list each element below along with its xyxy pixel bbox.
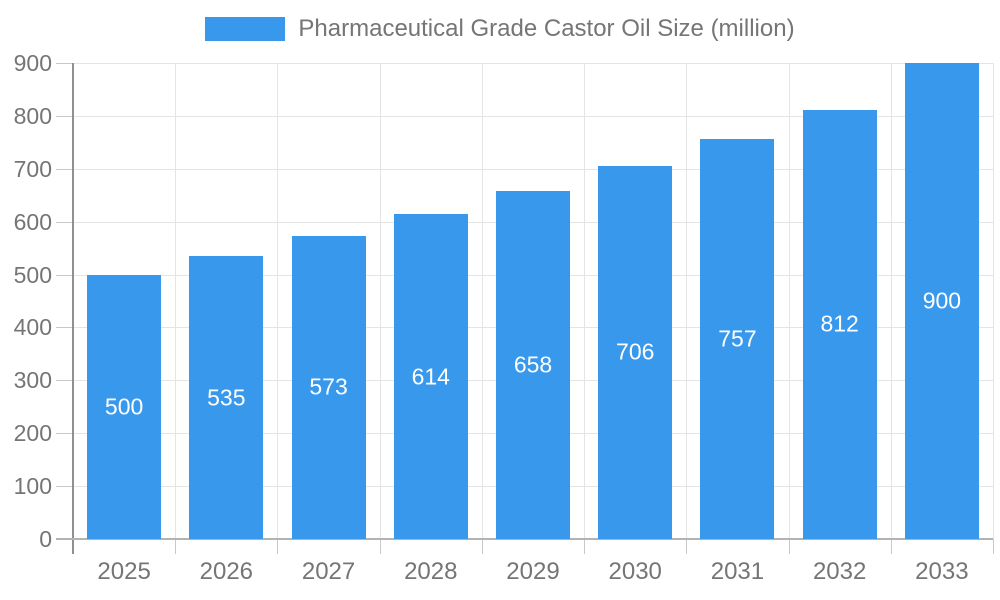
y-axis-tick-label: 800 [13,102,52,129]
x-axis-tick-mark [379,539,381,554]
bar-2033[interactable]: 900 [904,63,979,539]
y-axis-tick-mark [56,115,73,117]
bar-2029[interactable]: 658 [496,190,570,539]
bar-value-label: 706 [616,338,655,365]
bar-value-label: 535 [207,384,246,410]
y-axis-tick-mark [56,274,73,276]
x-axis-tick-label: 2028 [404,558,458,585]
gridline-vertical [175,63,177,539]
x-axis-line [56,538,993,540]
gridline-horizontal [73,63,993,64]
x-axis-tick-mark [481,539,483,554]
y-axis-tick-mark [56,486,73,488]
x-axis-tick-label: 2026 [199,558,254,585]
y-axis-tick-mark [56,380,73,382]
bar-value-label: 614 [411,363,450,390]
x-axis-tick-label: 2027 [301,558,356,585]
y-axis-tick-mark [56,168,73,170]
y-axis-tick-mark [56,327,73,329]
legend-label: Pharmaceutical Grade Castor Oil Size (mi… [298,15,795,42]
x-axis-tick-mark [890,539,892,554]
gridline-vertical [379,63,381,539]
y-axis-tick-label: 100 [13,473,52,500]
y-axis-tick-label: 200 [13,420,52,447]
bar-value-label: 900 [922,287,962,314]
x-axis-tick-mark [584,539,586,554]
gridline-horizontal [73,168,993,170]
gridline-vertical [890,63,892,539]
gridline-vertical [686,63,688,539]
y-axis-tick-mark [56,63,73,64]
bar-2028[interactable]: 614 [393,214,468,539]
y-axis-tick-label: 500 [13,261,52,288]
x-axis-tick-mark [277,539,279,554]
legend[interactable]: Pharmaceutical Grade Castor Oil Size (mi… [0,13,1000,45]
bar-2025[interactable]: 500 [87,274,162,539]
bar-value-label: 812 [820,310,859,337]
y-axis-tick-label: 600 [13,208,52,235]
x-axis-tick-label: 2025 [97,558,151,585]
legend-swatch-icon [205,17,286,41]
y-axis-tick-label: 300 [13,367,52,394]
bar-value-label: 757 [718,325,757,352]
bar-2032[interactable]: 812 [802,109,877,539]
bar-2026[interactable]: 535 [189,256,264,539]
gridline-vertical [277,63,279,539]
y-axis-tick-label: 400 [13,314,52,341]
gridline-vertical [481,63,483,539]
bar-value-label: 500 [104,393,144,420]
x-axis-tick-mark [686,539,688,554]
y-axis-tick-label: 700 [13,155,52,182]
x-axis-tick-mark [993,539,994,554]
gridline-vertical [584,63,586,539]
y-axis-tick-label: 0 [39,526,52,552]
x-axis-tick-label: 2031 [710,558,765,585]
x-axis-tick-label: 2030 [608,558,662,585]
y-axis-tick-mark [56,221,73,223]
y-axis-tick-label: 900 [13,50,52,76]
bar-2031[interactable]: 757 [700,138,775,539]
x-axis-tick-label: 2029 [506,558,560,585]
bar-2030[interactable]: 706 [598,165,673,539]
bar-2027[interactable]: 573 [291,235,366,539]
bar-value-label: 573 [309,373,348,400]
y-axis-tick-mark [56,433,73,435]
x-axis-tick-mark [175,539,177,554]
gridline-vertical [993,63,994,539]
x-axis-tick-label: 2033 [915,558,969,585]
gridline-horizontal [73,115,993,117]
bar-value-label: 658 [513,351,553,378]
x-axis-tick-mark [788,539,790,554]
y-axis-line [72,63,74,554]
gridline-vertical [788,63,790,539]
x-axis-tick-label: 2032 [812,558,867,585]
